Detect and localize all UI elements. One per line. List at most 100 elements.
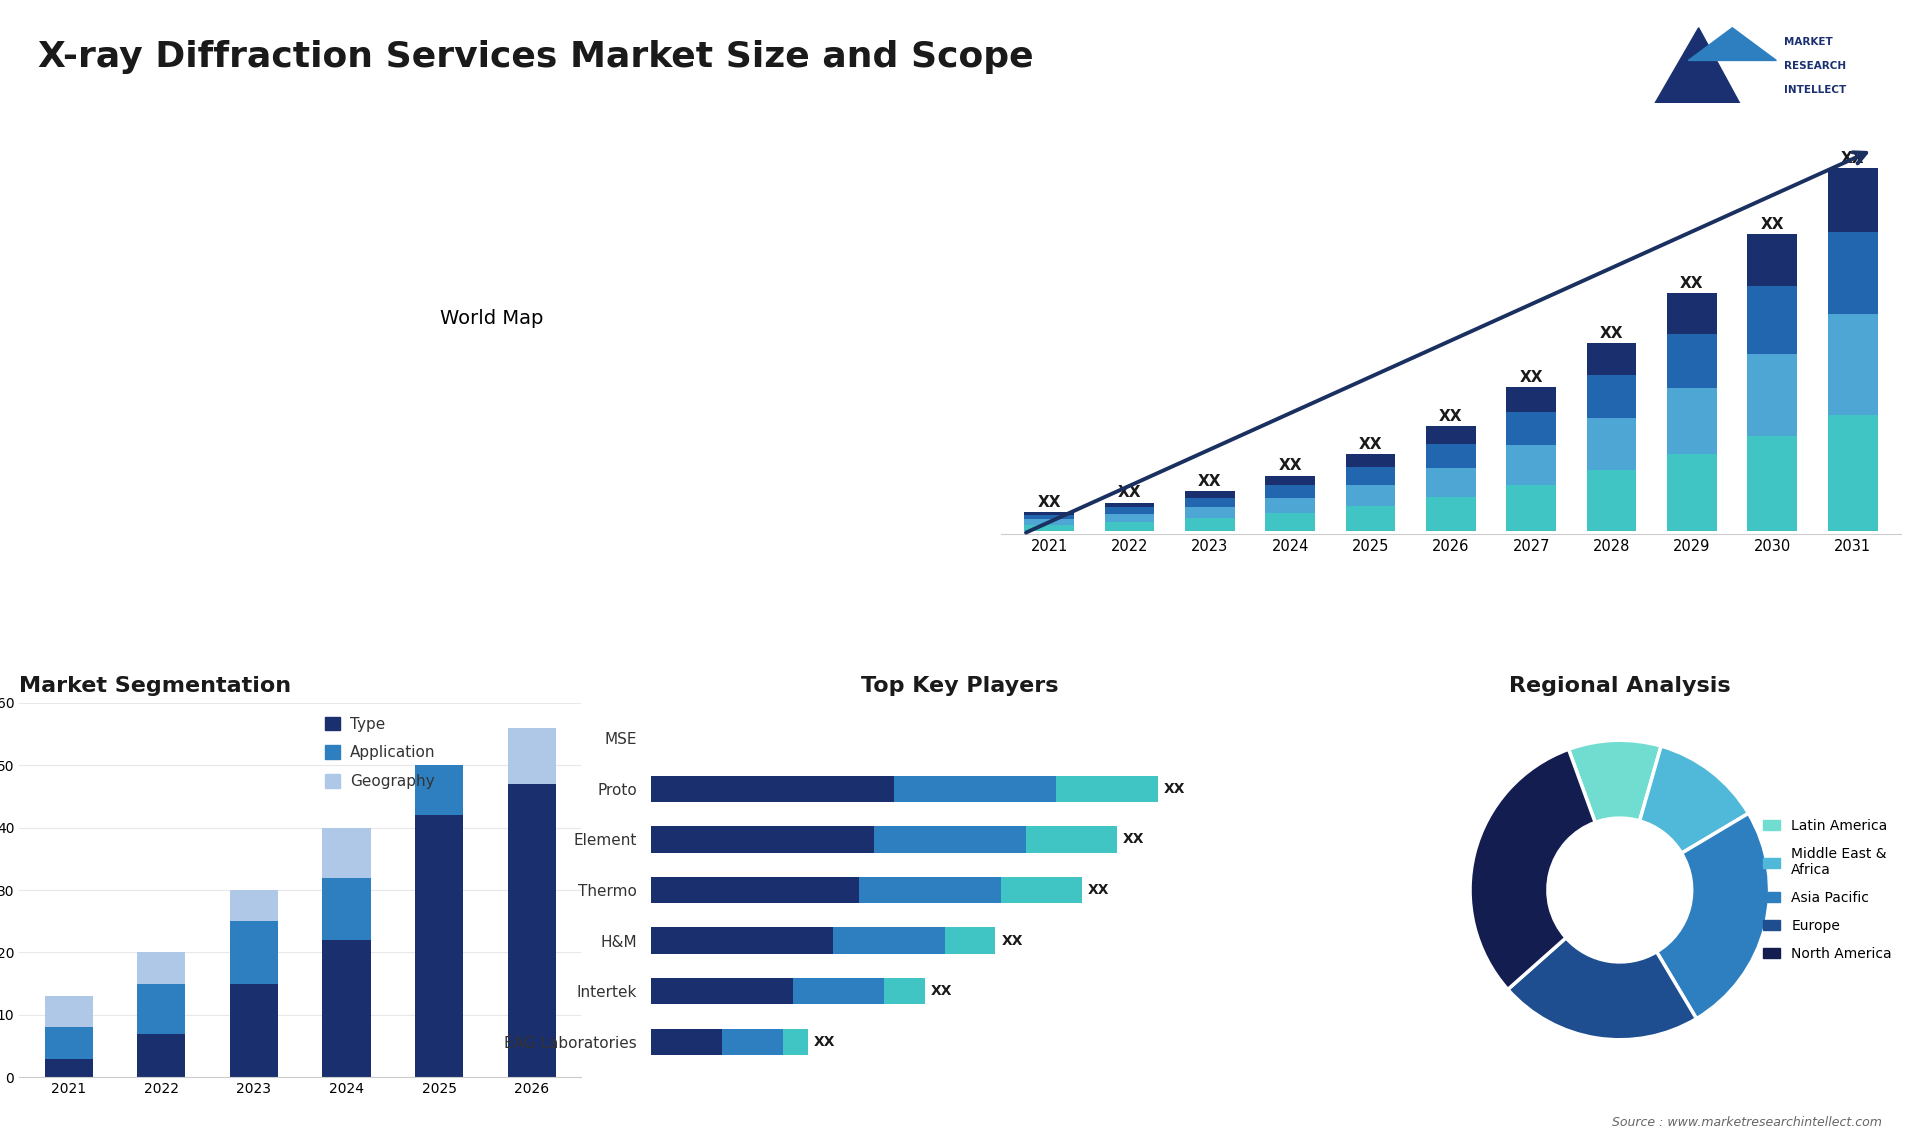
Bar: [323, 878, 371, 940]
Bar: [1586, 343, 1636, 376]
Bar: [1185, 518, 1235, 531]
Bar: [1828, 415, 1878, 531]
Bar: [1023, 516, 1073, 519]
Legend: Type, Application, Geography: Type, Application, Geography: [319, 711, 442, 795]
Bar: [1586, 376, 1636, 418]
Bar: [1586, 418, 1636, 470]
Bar: [1265, 513, 1315, 531]
Bar: [323, 940, 371, 1077]
Bar: [138, 1034, 186, 1077]
Bar: [1023, 519, 1073, 525]
Text: Market Segmentation: Market Segmentation: [19, 676, 292, 696]
Bar: [1747, 435, 1797, 531]
Bar: [1104, 521, 1154, 531]
Bar: [1667, 293, 1716, 335]
Bar: [651, 927, 833, 953]
Wedge shape: [1569, 740, 1661, 823]
Text: RESEARCH: RESEARCH: [1784, 61, 1847, 71]
Bar: [722, 1029, 783, 1055]
Bar: [1346, 485, 1396, 505]
Wedge shape: [1507, 937, 1697, 1039]
Text: XX: XX: [1359, 437, 1382, 452]
Bar: [651, 877, 858, 903]
Text: XX: XX: [1440, 409, 1463, 424]
Bar: [1346, 454, 1396, 468]
Bar: [1507, 411, 1555, 445]
Text: XX: XX: [1599, 325, 1622, 342]
Bar: [1667, 388, 1716, 454]
Bar: [833, 927, 945, 953]
Bar: [1346, 468, 1396, 485]
Text: XX: XX: [1279, 458, 1302, 473]
Text: X-ray Diffraction Services Market Size and Scope: X-ray Diffraction Services Market Size a…: [38, 40, 1035, 74]
Bar: [1427, 496, 1476, 531]
Text: XX: XX: [1164, 782, 1185, 795]
Bar: [651, 1029, 722, 1055]
Bar: [1056, 776, 1158, 802]
Wedge shape: [1640, 746, 1749, 854]
Polygon shape: [1688, 28, 1776, 61]
Text: XX: XX: [1089, 884, 1110, 897]
Bar: [1185, 490, 1235, 497]
Text: XX: XX: [1037, 495, 1062, 510]
Bar: [1828, 314, 1878, 415]
Bar: [230, 983, 278, 1077]
Text: XX: XX: [1198, 473, 1221, 488]
Bar: [44, 996, 92, 1027]
Title: Top Key Players: Top Key Players: [862, 676, 1058, 696]
Text: XX: XX: [931, 984, 952, 998]
Wedge shape: [1471, 749, 1596, 989]
Bar: [1265, 476, 1315, 485]
Bar: [1025, 826, 1117, 853]
Text: INTELLECT: INTELLECT: [1784, 85, 1847, 95]
Title: Regional Analysis: Regional Analysis: [1509, 676, 1730, 696]
Bar: [651, 978, 793, 1004]
Bar: [1185, 507, 1235, 518]
Bar: [883, 978, 925, 1004]
Bar: [1104, 508, 1154, 513]
Legend: Latin America, Middle East &
Africa, Asia Pacific, Europe, North America: Latin America, Middle East & Africa, Asi…: [1759, 814, 1897, 966]
Bar: [1586, 470, 1636, 531]
Bar: [1507, 445, 1555, 485]
Bar: [1265, 485, 1315, 497]
Bar: [138, 983, 186, 1034]
Bar: [230, 890, 278, 921]
Bar: [138, 952, 186, 983]
Bar: [323, 827, 371, 878]
Bar: [415, 766, 463, 815]
Bar: [1507, 485, 1555, 531]
Text: XX: XX: [1117, 486, 1140, 501]
Bar: [1185, 497, 1235, 507]
Bar: [507, 784, 555, 1077]
Bar: [44, 1059, 92, 1077]
Bar: [874, 826, 1025, 853]
Text: XX: XX: [1002, 934, 1023, 948]
Bar: [1828, 231, 1878, 314]
Text: XX: XX: [814, 1035, 835, 1049]
Text: World Map: World Map: [440, 309, 543, 328]
Bar: [1747, 234, 1797, 286]
Bar: [1023, 512, 1073, 516]
Bar: [783, 1029, 808, 1055]
Bar: [1667, 454, 1716, 531]
Bar: [1265, 497, 1315, 513]
Bar: [945, 927, 995, 953]
Bar: [858, 877, 1000, 903]
Bar: [651, 776, 895, 802]
Bar: [1427, 444, 1476, 468]
Bar: [1747, 286, 1797, 354]
Bar: [44, 1027, 92, 1059]
Bar: [1346, 505, 1396, 531]
Bar: [1427, 425, 1476, 444]
Bar: [793, 978, 883, 1004]
Bar: [651, 826, 874, 853]
Bar: [415, 815, 463, 1077]
Bar: [1667, 335, 1716, 388]
Bar: [1023, 525, 1073, 531]
Bar: [1747, 354, 1797, 435]
Wedge shape: [1657, 814, 1770, 1019]
Bar: [895, 776, 1056, 802]
Bar: [1507, 387, 1555, 411]
Bar: [507, 728, 555, 784]
Bar: [230, 921, 278, 983]
